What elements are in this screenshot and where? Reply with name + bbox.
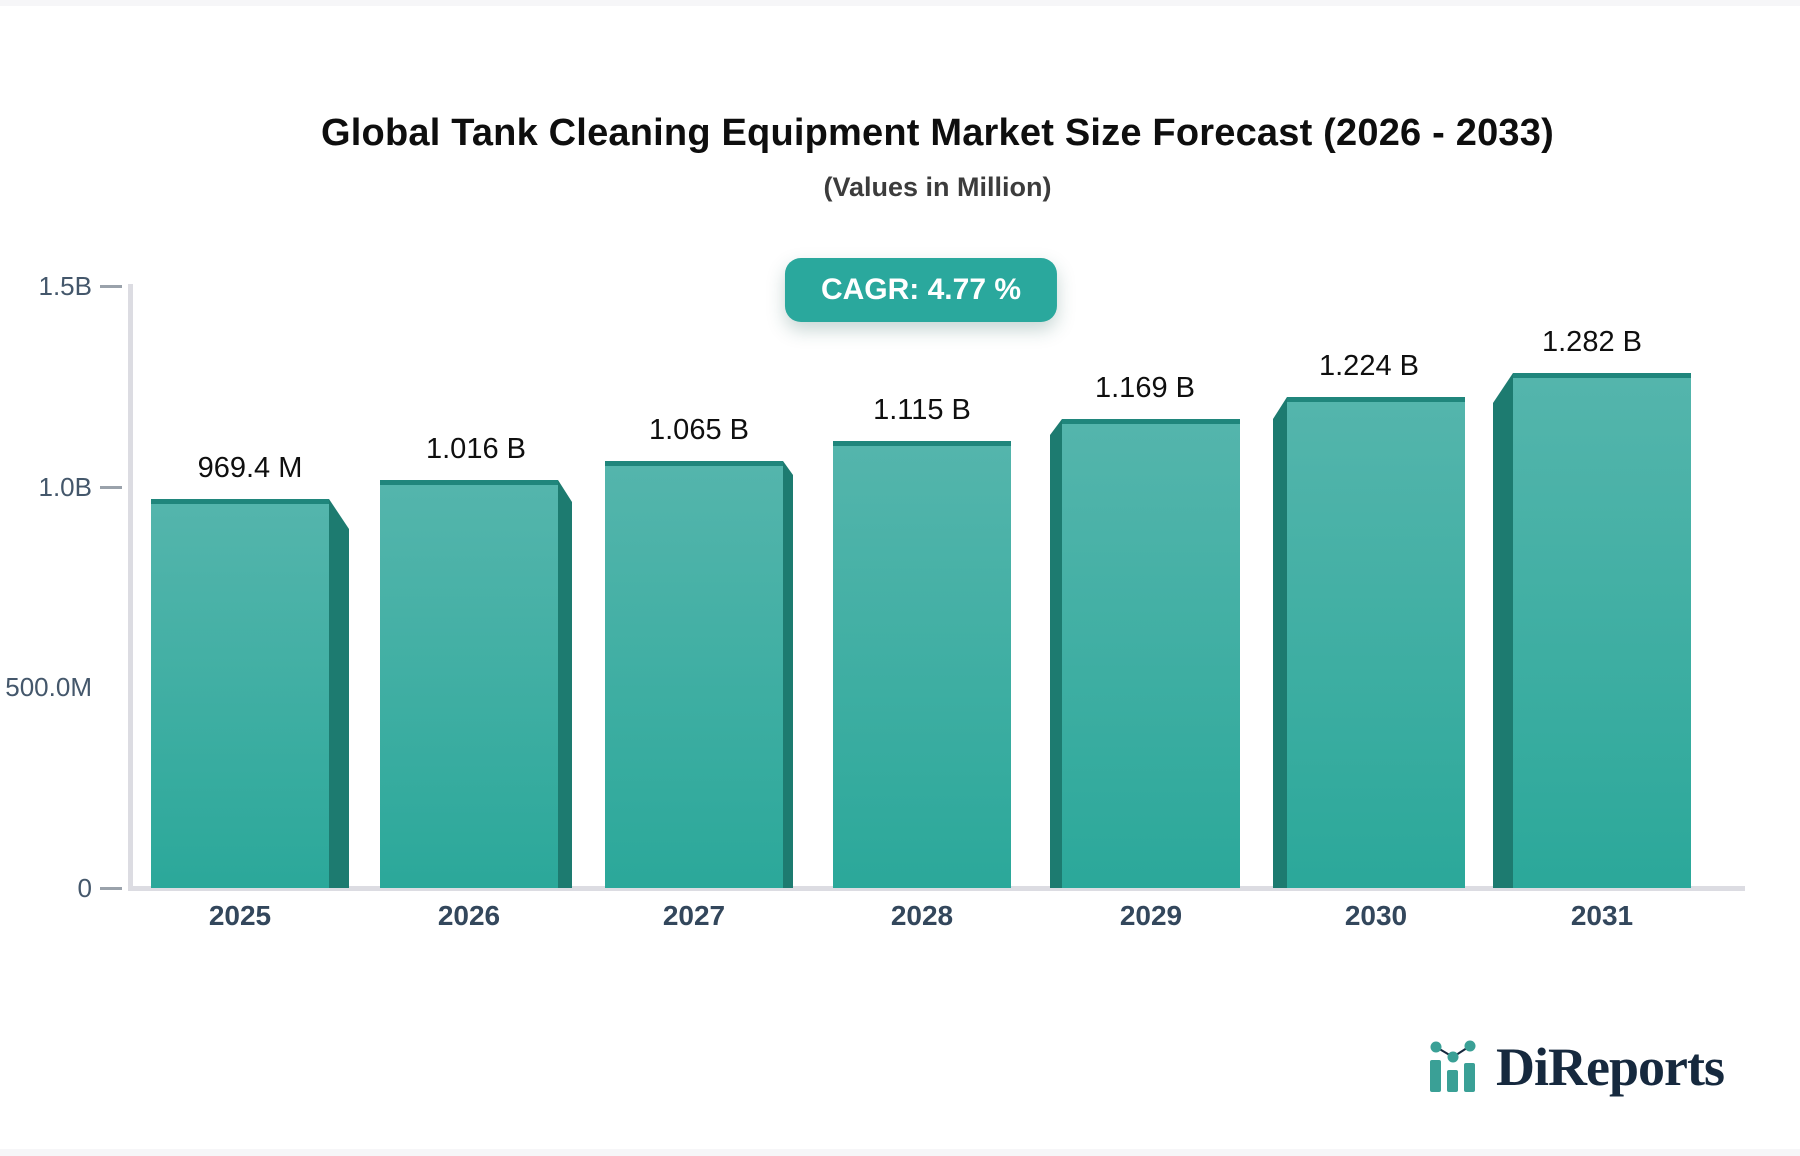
y-axis-label: 1.0B [38, 472, 93, 502]
bar-2025[interactable] [151, 499, 349, 888]
chart-title: Global Tank Cleaning Equipment Market Si… [321, 112, 1554, 154]
x-axis-label-2029: 2029 [1119, 900, 1183, 931]
x-axis-label-2027: 2027 [662, 900, 726, 931]
logo-text: DiReports [1496, 1037, 1725, 1097]
y-axis-label: 500.0M [5, 672, 92, 702]
bar-2027[interactable] [605, 461, 793, 888]
bar-2030[interactable] [1273, 397, 1465, 888]
y-axis-tick [100, 887, 122, 890]
y-axis-label: 1.5B [38, 271, 93, 301]
cagr-badge: CAGR: 4.77 % [784, 258, 1058, 322]
bar-value-label: 1.115 B [873, 394, 971, 426]
bar-face [1513, 373, 1691, 888]
bar-value-label: 1.169 B [1095, 372, 1195, 404]
y-axis-tick [100, 486, 122, 489]
y-axis-label: 0 [77, 873, 92, 903]
y-axis-line [128, 284, 133, 891]
bar-face [1062, 419, 1240, 888]
x-axis-label-2031: 2031 [1570, 900, 1634, 931]
bar-2026[interactable] [380, 480, 572, 888]
bar-3d-side [1050, 419, 1062, 888]
x-axis-label-2028: 2028 [890, 900, 954, 931]
bar-value-label: 1.282 B [1542, 326, 1642, 358]
bar-value-label: 1.016 B [426, 433, 526, 465]
bar-face [605, 461, 783, 888]
bar-3d-side [329, 499, 349, 888]
bar-3d-side [1273, 397, 1287, 888]
bar-3d-side [783, 461, 793, 888]
chart-subtitle: (Values in Million) [823, 172, 1052, 202]
x-axis-label-2025: 2025 [208, 900, 272, 931]
bar-face [151, 499, 329, 888]
bar-face [1287, 397, 1465, 888]
bar-2029[interactable] [1050, 419, 1240, 888]
bar-value-label: 1.065 B [649, 414, 749, 446]
bottom-edge-band [0, 1149, 1800, 1156]
bar-face [380, 480, 558, 888]
direports-logo: DiReports [1428, 1036, 1725, 1097]
bar-value-label: 969.4 M [197, 452, 303, 484]
logo-chart-icon [1430, 1040, 1476, 1092]
bar-3d-side [558, 480, 572, 888]
bar-3d-side [1493, 373, 1513, 888]
bar-2031[interactable] [1493, 373, 1691, 888]
x-axis-label-2030: 2030 [1344, 900, 1408, 931]
bar-face [833, 441, 1011, 888]
bar-2028[interactable] [833, 441, 1011, 888]
x-axis-label-2026: 2026 [437, 900, 501, 931]
y-axis-tick [100, 285, 122, 288]
top-edge-band [0, 0, 1800, 6]
x-axis-baseline [128, 886, 1745, 891]
bar-value-label: 1.224 B [1319, 350, 1419, 382]
